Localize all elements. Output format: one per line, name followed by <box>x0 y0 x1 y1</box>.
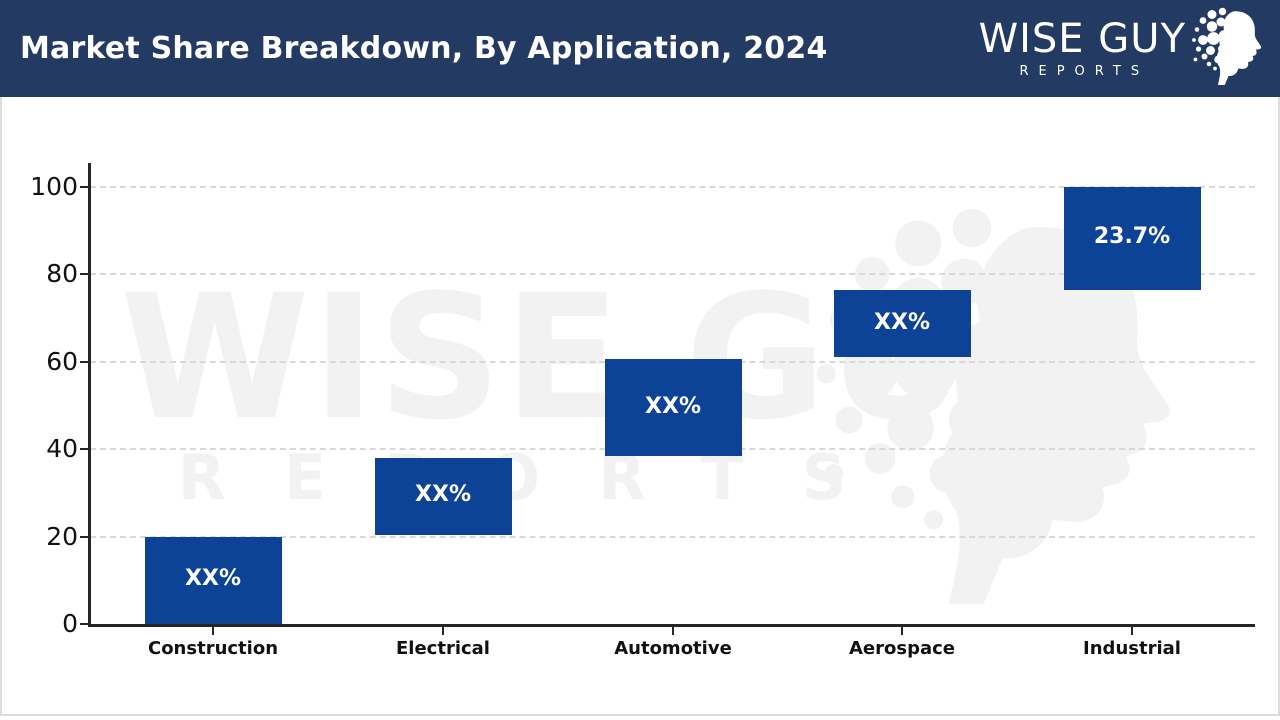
x-category-label: Electrical <box>396 638 490 659</box>
page-title: Market Share Breakdown, By Application, … <box>20 31 828 66</box>
chart-area: WISE GUY REPORTS 0 20 40 60 80 100 XX% Construc… <box>0 97 1280 716</box>
x-tick-mark <box>212 627 214 635</box>
y-tick-label: 100 <box>30 171 78 201</box>
y-tick-mark <box>80 448 88 450</box>
bar-industrial <box>1063 186 1201 291</box>
bar-value-label: 23.7% <box>1093 224 1171 250</box>
y-tick-mark <box>80 185 88 188</box>
plot: 0 20 40 60 80 100 XX% Construction XX% Electrical… <box>2 97 1278 714</box>
bar-electrical <box>374 457 512 536</box>
x-tick-mark <box>442 627 444 635</box>
y-tick-label: 60 <box>46 346 78 376</box>
bar-aerospace <box>833 290 971 358</box>
x-tick-mark <box>901 627 903 635</box>
y-axis-line <box>88 163 91 627</box>
y-tick-mark <box>80 623 88 625</box>
x-tick-mark <box>1131 627 1133 635</box>
logo-subtext: REPORTS <box>1019 64 1150 79</box>
x-category-label: Industrial <box>1083 638 1181 659</box>
gridline-20 <box>90 535 1255 538</box>
wiseguy-logo: WISE GUY REPORTS <box>979 7 1266 91</box>
bar-value-label: XX% <box>415 482 471 508</box>
gridline-100 <box>90 185 1255 188</box>
gridline-80 <box>90 273 1255 275</box>
bar-automotive <box>604 359 742 457</box>
logo-wordmark: WISE GUY <box>978 16 1186 62</box>
x-category-label: Automotive <box>614 638 732 659</box>
y-tick-mark <box>80 273 88 275</box>
y-tick-label: 0 <box>62 609 78 638</box>
y-tick-mark <box>80 535 88 538</box>
logo-head-icon <box>1192 7 1262 85</box>
bar-value-label: XX% <box>185 566 241 592</box>
x-category-label: Aerospace <box>848 638 955 659</box>
header-bar: Market Share Breakdown, By Application, … <box>0 0 1280 97</box>
bar-construction <box>144 536 282 624</box>
x-category-label: Construction <box>147 638 279 659</box>
bar-value-label: XX% <box>874 309 930 335</box>
y-tick-mark <box>80 360 88 363</box>
y-tick-label: 80 <box>46 259 78 288</box>
y-tick-label: 40 <box>46 434 78 463</box>
logo-text: WISE GUY REPORTS <box>979 19 1186 78</box>
x-axis-line <box>88 624 1255 627</box>
x-tick-mark <box>672 627 674 635</box>
bar-value-label: XX% <box>645 393 701 419</box>
y-tick-label: 20 <box>46 521 78 551</box>
